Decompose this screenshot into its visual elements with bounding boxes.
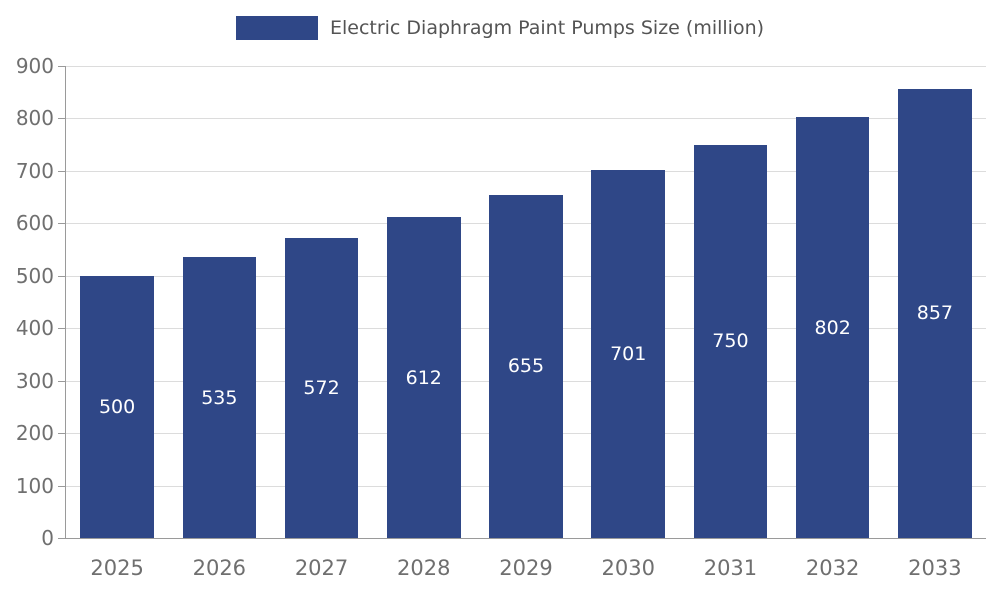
y-tick-mark-600 [58,223,65,225]
y-tick-label-400: 400 [15,316,54,341]
bar-2025[interactable]: 500 [80,275,154,538]
bar-2027[interactable]: 572 [284,238,359,538]
y-tick-label-900: 900 [15,54,54,78]
x-tick-label-2029: 2029 [499,556,553,580]
y-tick-mark-200 [58,433,65,435]
y-tick-label-800: 800 [15,106,54,131]
y-tick-mark-0 [58,538,65,539]
bar-value-label-2032: 802 [814,316,851,339]
y-tick-mark-400 [58,328,65,330]
y-tick-mark-900 [58,66,65,67]
bar-value-label-2031: 750 [712,330,749,353]
bar-value-label-2033: 857 [916,302,953,325]
bar-2031[interactable]: 750 [693,144,768,538]
legend-label: Electric Diaphragm Paint Pumps Size (mil… [329,17,765,39]
x-tick-label-2030: 2030 [601,556,655,580]
bar-value-label-2028: 612 [405,366,442,389]
y-tick-label-300: 300 [15,368,54,393]
y-tick-label-700: 700 [15,158,54,183]
gridline-800 [66,118,986,120]
gridline-900 [66,66,986,67]
y-tick-mark-800 [58,118,65,120]
x-tick-label-2027: 2027 [294,556,349,580]
y-tick-label-100: 100 [15,473,54,498]
y-tick-mark-700 [58,170,65,172]
x-tick-label-2032: 2032 [805,556,860,580]
bar-2026[interactable]: 535 [182,257,257,538]
bar-value-label-2027: 572 [303,377,340,400]
x-tick-label-2025: 2025 [90,556,144,580]
y-tick-mark-500 [58,275,65,277]
bar-2033[interactable]: 857 [898,88,972,538]
x-tick-label-2028: 2028 [397,556,451,580]
bar-value-label-2025: 500 [98,395,136,418]
plot-area: 0 100 200 300 400 500 600 700 800 900 500 2025 535 20… [16,54,986,580]
bar-2032[interactable]: 802 [795,117,870,538]
legend-swatch [235,16,318,40]
bar-value-label-2030: 701 [610,343,647,366]
y-tick-label-200: 200 [15,421,54,446]
bar-2030[interactable]: 701 [591,170,666,538]
chart-legend[interactable]: Electric Diaphragm Paint Pumps Size (mil… [0,16,1000,40]
y-tick-mark-300 [58,380,65,382]
x-tick-label-2031: 2031 [703,556,758,580]
bar-value-label-2029: 655 [507,355,545,378]
y-tick-label-600: 600 [15,211,54,236]
gridline-700 [66,170,986,172]
y-tick-label-0: 0 [41,526,54,550]
bar-2028[interactable]: 612 [386,217,461,538]
bar-2029[interactable]: 655 [489,194,563,538]
y-tick-label-500: 500 [15,263,54,288]
x-tick-label-2026: 2026 [192,556,247,580]
bar-value-label-2026: 535 [201,386,238,409]
x-tick-label-2033: 2033 [908,556,962,580]
y-tick-mark-100 [58,485,65,487]
